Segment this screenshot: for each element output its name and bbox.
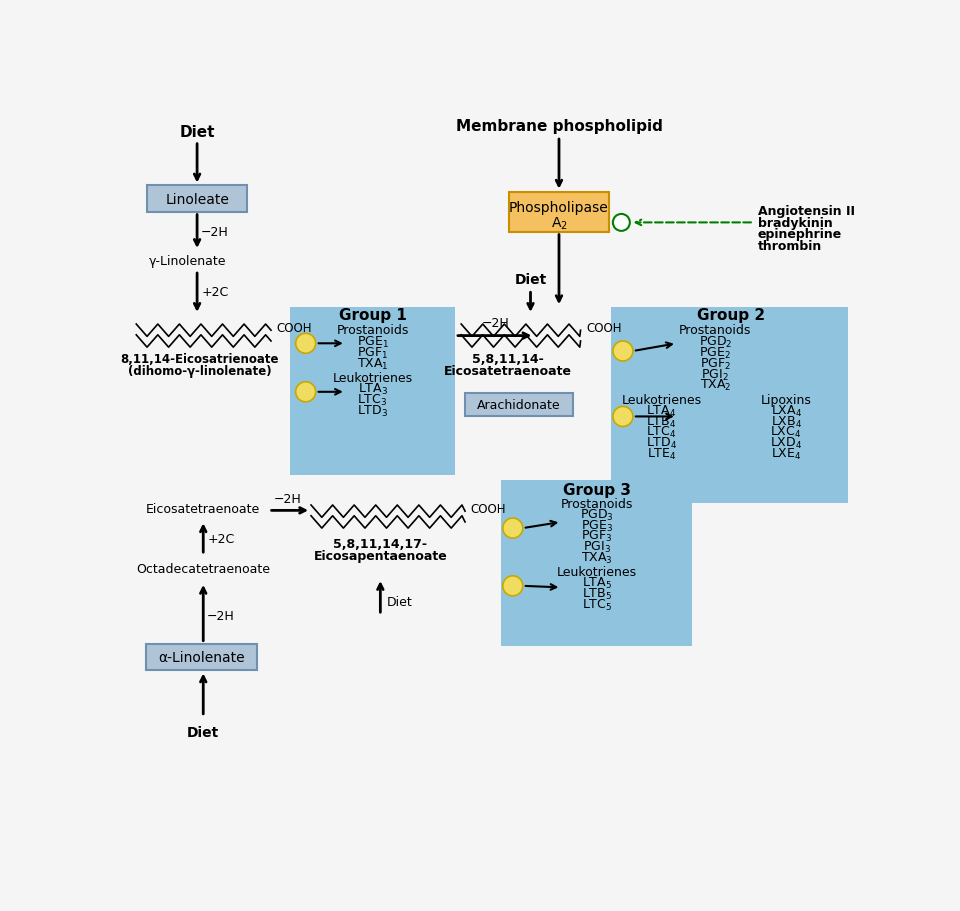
Text: 2: 2: [301, 386, 310, 399]
Text: −2H: −2H: [207, 609, 235, 622]
Text: thrombin: thrombin: [757, 240, 822, 252]
Bar: [147, 186, 247, 212]
Text: Group 3: Group 3: [563, 483, 631, 497]
Text: PGD$_2$: PGD$_2$: [699, 335, 732, 350]
Text: −2H: −2H: [481, 317, 509, 330]
Text: LXD$_4$: LXD$_4$: [770, 435, 803, 451]
Text: +2C: +2C: [207, 532, 234, 545]
Text: Diet: Diet: [387, 595, 413, 608]
Text: 2: 2: [509, 579, 517, 593]
Text: COOH: COOH: [586, 322, 621, 335]
Text: Diet: Diet: [187, 725, 220, 740]
Text: PGF$_2$: PGF$_2$: [700, 356, 731, 372]
Bar: [509, 192, 609, 232]
Circle shape: [612, 215, 630, 231]
Text: Lipoxins: Lipoxins: [760, 394, 811, 406]
Text: Prostanoids: Prostanoids: [561, 497, 633, 510]
Text: LTA$_3$: LTA$_3$: [357, 382, 388, 397]
Text: TXA$_1$: TXA$_1$: [357, 356, 389, 372]
Text: 8,11,14-Eicosatrienoate: 8,11,14-Eicosatrienoate: [120, 353, 278, 366]
Text: α-Linolenate: α-Linolenate: [158, 650, 245, 664]
Text: 1: 1: [509, 522, 517, 535]
Text: Membrane phospholipid: Membrane phospholipid: [456, 118, 662, 134]
Text: Leukotrienes: Leukotrienes: [332, 372, 413, 385]
Text: 5,8,11,14,17-: 5,8,11,14,17-: [333, 537, 427, 550]
Text: A$_2$: A$_2$: [551, 215, 567, 231]
Text: LTC$_4$: LTC$_4$: [646, 425, 677, 440]
Text: 2: 2: [618, 411, 627, 424]
Text: LTC$_5$: LTC$_5$: [582, 597, 612, 612]
Text: Diet: Diet: [515, 273, 546, 287]
Circle shape: [612, 407, 633, 427]
Text: Prostanoids: Prostanoids: [336, 323, 409, 336]
Bar: [612, 308, 848, 503]
Text: Prostanoids: Prostanoids: [679, 323, 752, 336]
Text: Group 1: Group 1: [339, 308, 407, 322]
Text: PGF$_1$: PGF$_1$: [357, 345, 388, 361]
Text: LTA$_5$: LTA$_5$: [582, 576, 612, 590]
Text: −2H: −2H: [274, 493, 301, 506]
Text: Phospholipase: Phospholipase: [509, 200, 609, 215]
Text: COOH: COOH: [276, 322, 312, 335]
Text: +: +: [615, 216, 627, 230]
Text: epinephrine: epinephrine: [757, 228, 842, 241]
Text: (dihomo-γ-linolenate): (dihomo-γ-linolenate): [128, 364, 272, 377]
Text: Octadecatetraenoate: Octadecatetraenoate: [136, 563, 271, 576]
Text: Linoleate: Linoleate: [165, 192, 229, 206]
Text: +2C: +2C: [202, 286, 228, 299]
Text: LTB$_4$: LTB$_4$: [646, 415, 677, 429]
Text: PGE$_2$: PGE$_2$: [700, 345, 732, 361]
Circle shape: [296, 334, 316, 353]
Text: Eicosatetraenoate: Eicosatetraenoate: [444, 364, 571, 377]
Text: LXB$_4$: LXB$_4$: [771, 415, 802, 429]
Text: PGI$_3$: PGI$_3$: [583, 539, 611, 555]
Circle shape: [503, 576, 523, 596]
Text: LTC$_3$: LTC$_3$: [357, 393, 388, 407]
Text: PGD$_3$: PGD$_3$: [580, 507, 613, 522]
Text: LTD$_4$: LTD$_4$: [646, 435, 677, 451]
Text: TXA$_2$: TXA$_2$: [700, 378, 732, 393]
Text: Leukotrienes: Leukotrienes: [621, 394, 702, 406]
Text: LTB$_5$: LTB$_5$: [582, 587, 612, 601]
Text: LTD$_3$: LTD$_3$: [357, 404, 388, 418]
Text: Arachidonate: Arachidonate: [477, 399, 561, 412]
Text: Leukotrienes: Leukotrienes: [557, 566, 636, 578]
Text: Eicosatetraenoate: Eicosatetraenoate: [146, 503, 260, 516]
Bar: [501, 481, 692, 646]
Text: Eicosapentaenoate: Eicosapentaenoate: [314, 549, 447, 562]
Text: LTA$_4$: LTA$_4$: [646, 404, 677, 418]
Text: 5,8,11,14-: 5,8,11,14-: [471, 353, 543, 366]
Circle shape: [503, 518, 523, 538]
Text: PGE$_3$: PGE$_3$: [581, 517, 612, 533]
Circle shape: [612, 342, 633, 362]
Text: bradykinin: bradykinin: [757, 217, 832, 230]
Text: COOH: COOH: [470, 503, 506, 516]
Circle shape: [296, 383, 316, 403]
Bar: [146, 644, 257, 670]
Text: 1: 1: [301, 337, 310, 351]
Bar: [465, 394, 573, 417]
Text: Diet: Diet: [180, 125, 215, 140]
Text: LTE$_4$: LTE$_4$: [647, 446, 676, 462]
Text: TXA$_3$: TXA$_3$: [581, 550, 612, 566]
Text: PGE$_1$: PGE$_1$: [357, 335, 389, 350]
Text: PGI$_2$: PGI$_2$: [702, 367, 730, 383]
Text: LXA$_4$: LXA$_4$: [771, 404, 802, 418]
Text: PGF$_3$: PGF$_3$: [581, 528, 612, 544]
Text: 1: 1: [618, 345, 627, 358]
Text: −2H: −2H: [201, 226, 228, 239]
Text: Group 2: Group 2: [697, 308, 765, 322]
Text: Angiotensin II: Angiotensin II: [757, 205, 854, 218]
Text: LXC$_4$: LXC$_4$: [771, 425, 802, 440]
Bar: [290, 308, 455, 476]
Text: γ-Linolenate: γ-Linolenate: [149, 255, 227, 268]
Text: LXE$_4$: LXE$_4$: [771, 446, 802, 462]
